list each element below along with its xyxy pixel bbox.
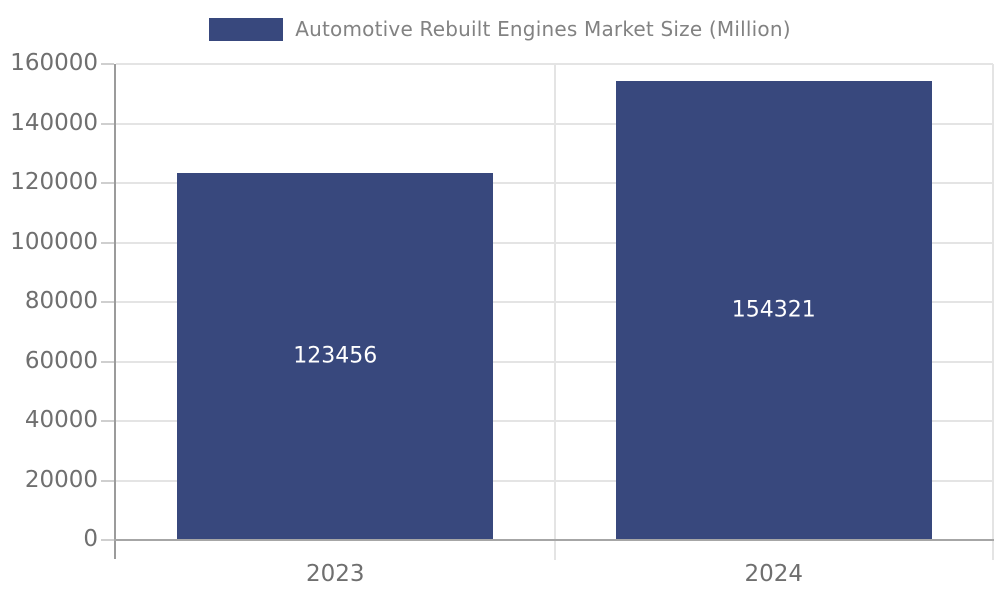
bar[interactable] [177,172,494,539]
y-tick-label: 160000 [10,49,98,76]
y-tick-label: 20000 [24,466,98,493]
bar-value-label: 123456 [293,343,378,369]
legend-title: Automotive Rebuilt Engines Market Size (… [295,17,791,41]
y-axis-tick [101,479,114,482]
band-separator-line [553,64,556,540]
plot-right-border [992,64,994,540]
y-tick-label: 120000 [10,168,98,195]
y-axis-tick [101,420,114,422]
bar-value-label: 154321 [731,297,816,323]
y-axis-tick [101,301,114,303]
x-axis-tick [992,541,994,560]
bar[interactable] [615,80,932,539]
y-axis-tick [101,122,114,125]
x-axis-line [114,539,994,541]
y-axis-tick [101,63,114,65]
legend-swatch [209,17,284,41]
y-tick-label: 80000 [24,287,98,314]
y-tick-label: 140000 [10,109,98,136]
y-tick-label: 40000 [24,406,98,433]
y-axis-tick [101,539,114,541]
y-axis-line [114,64,116,559]
x-tick-label: 2023 [305,561,365,587]
y-tick-label: 100000 [10,228,98,255]
legend-item[interactable]: Automotive Rebuilt Engines Market Size (… [0,17,1000,41]
y-axis-tick [101,182,114,184]
x-tick-label: 2024 [744,561,804,587]
y-axis-tick [101,241,114,244]
y-axis-tick [101,360,114,363]
y-tick-label: 0 [83,525,98,552]
x-axis-tick [553,541,556,560]
y-tick-label: 60000 [24,347,98,374]
